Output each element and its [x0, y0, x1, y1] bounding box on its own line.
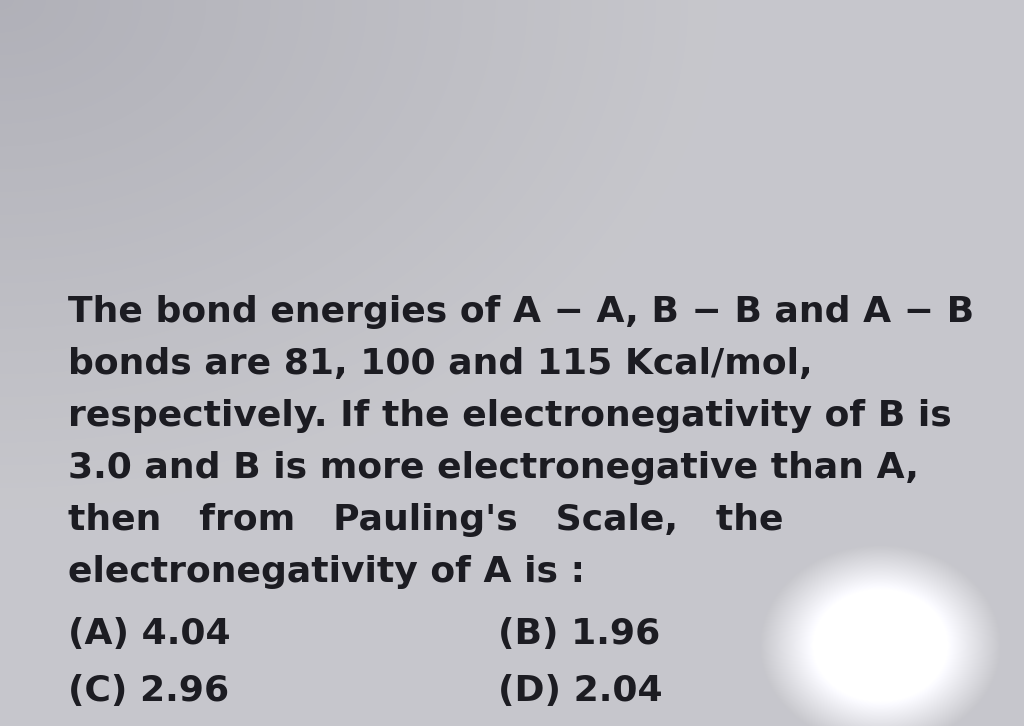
- Text: 3.0 and B is more electronegative than A,: 3.0 and B is more electronegative than A…: [68, 451, 919, 485]
- Text: bonds are 81, 100 and 115 Kcal/mol,: bonds are 81, 100 and 115 Kcal/mol,: [68, 347, 813, 381]
- Text: electronegativity of A is :: electronegativity of A is :: [68, 555, 585, 589]
- Text: (D) 2.04: (D) 2.04: [498, 674, 663, 708]
- Text: (C) 2.96: (C) 2.96: [68, 674, 229, 708]
- Text: The bond energies of A − A, B − B and A − B: The bond energies of A − A, B − B and A …: [68, 295, 974, 329]
- Text: respectively. If the electronegativity of B is: respectively. If the electronegativity o…: [68, 399, 951, 433]
- Text: (A) 4.04: (A) 4.04: [68, 617, 230, 651]
- Text: (B) 1.96: (B) 1.96: [498, 617, 660, 651]
- Text: then   from   Pauling's   Scale,   the: then from Pauling's Scale, the: [68, 503, 783, 537]
